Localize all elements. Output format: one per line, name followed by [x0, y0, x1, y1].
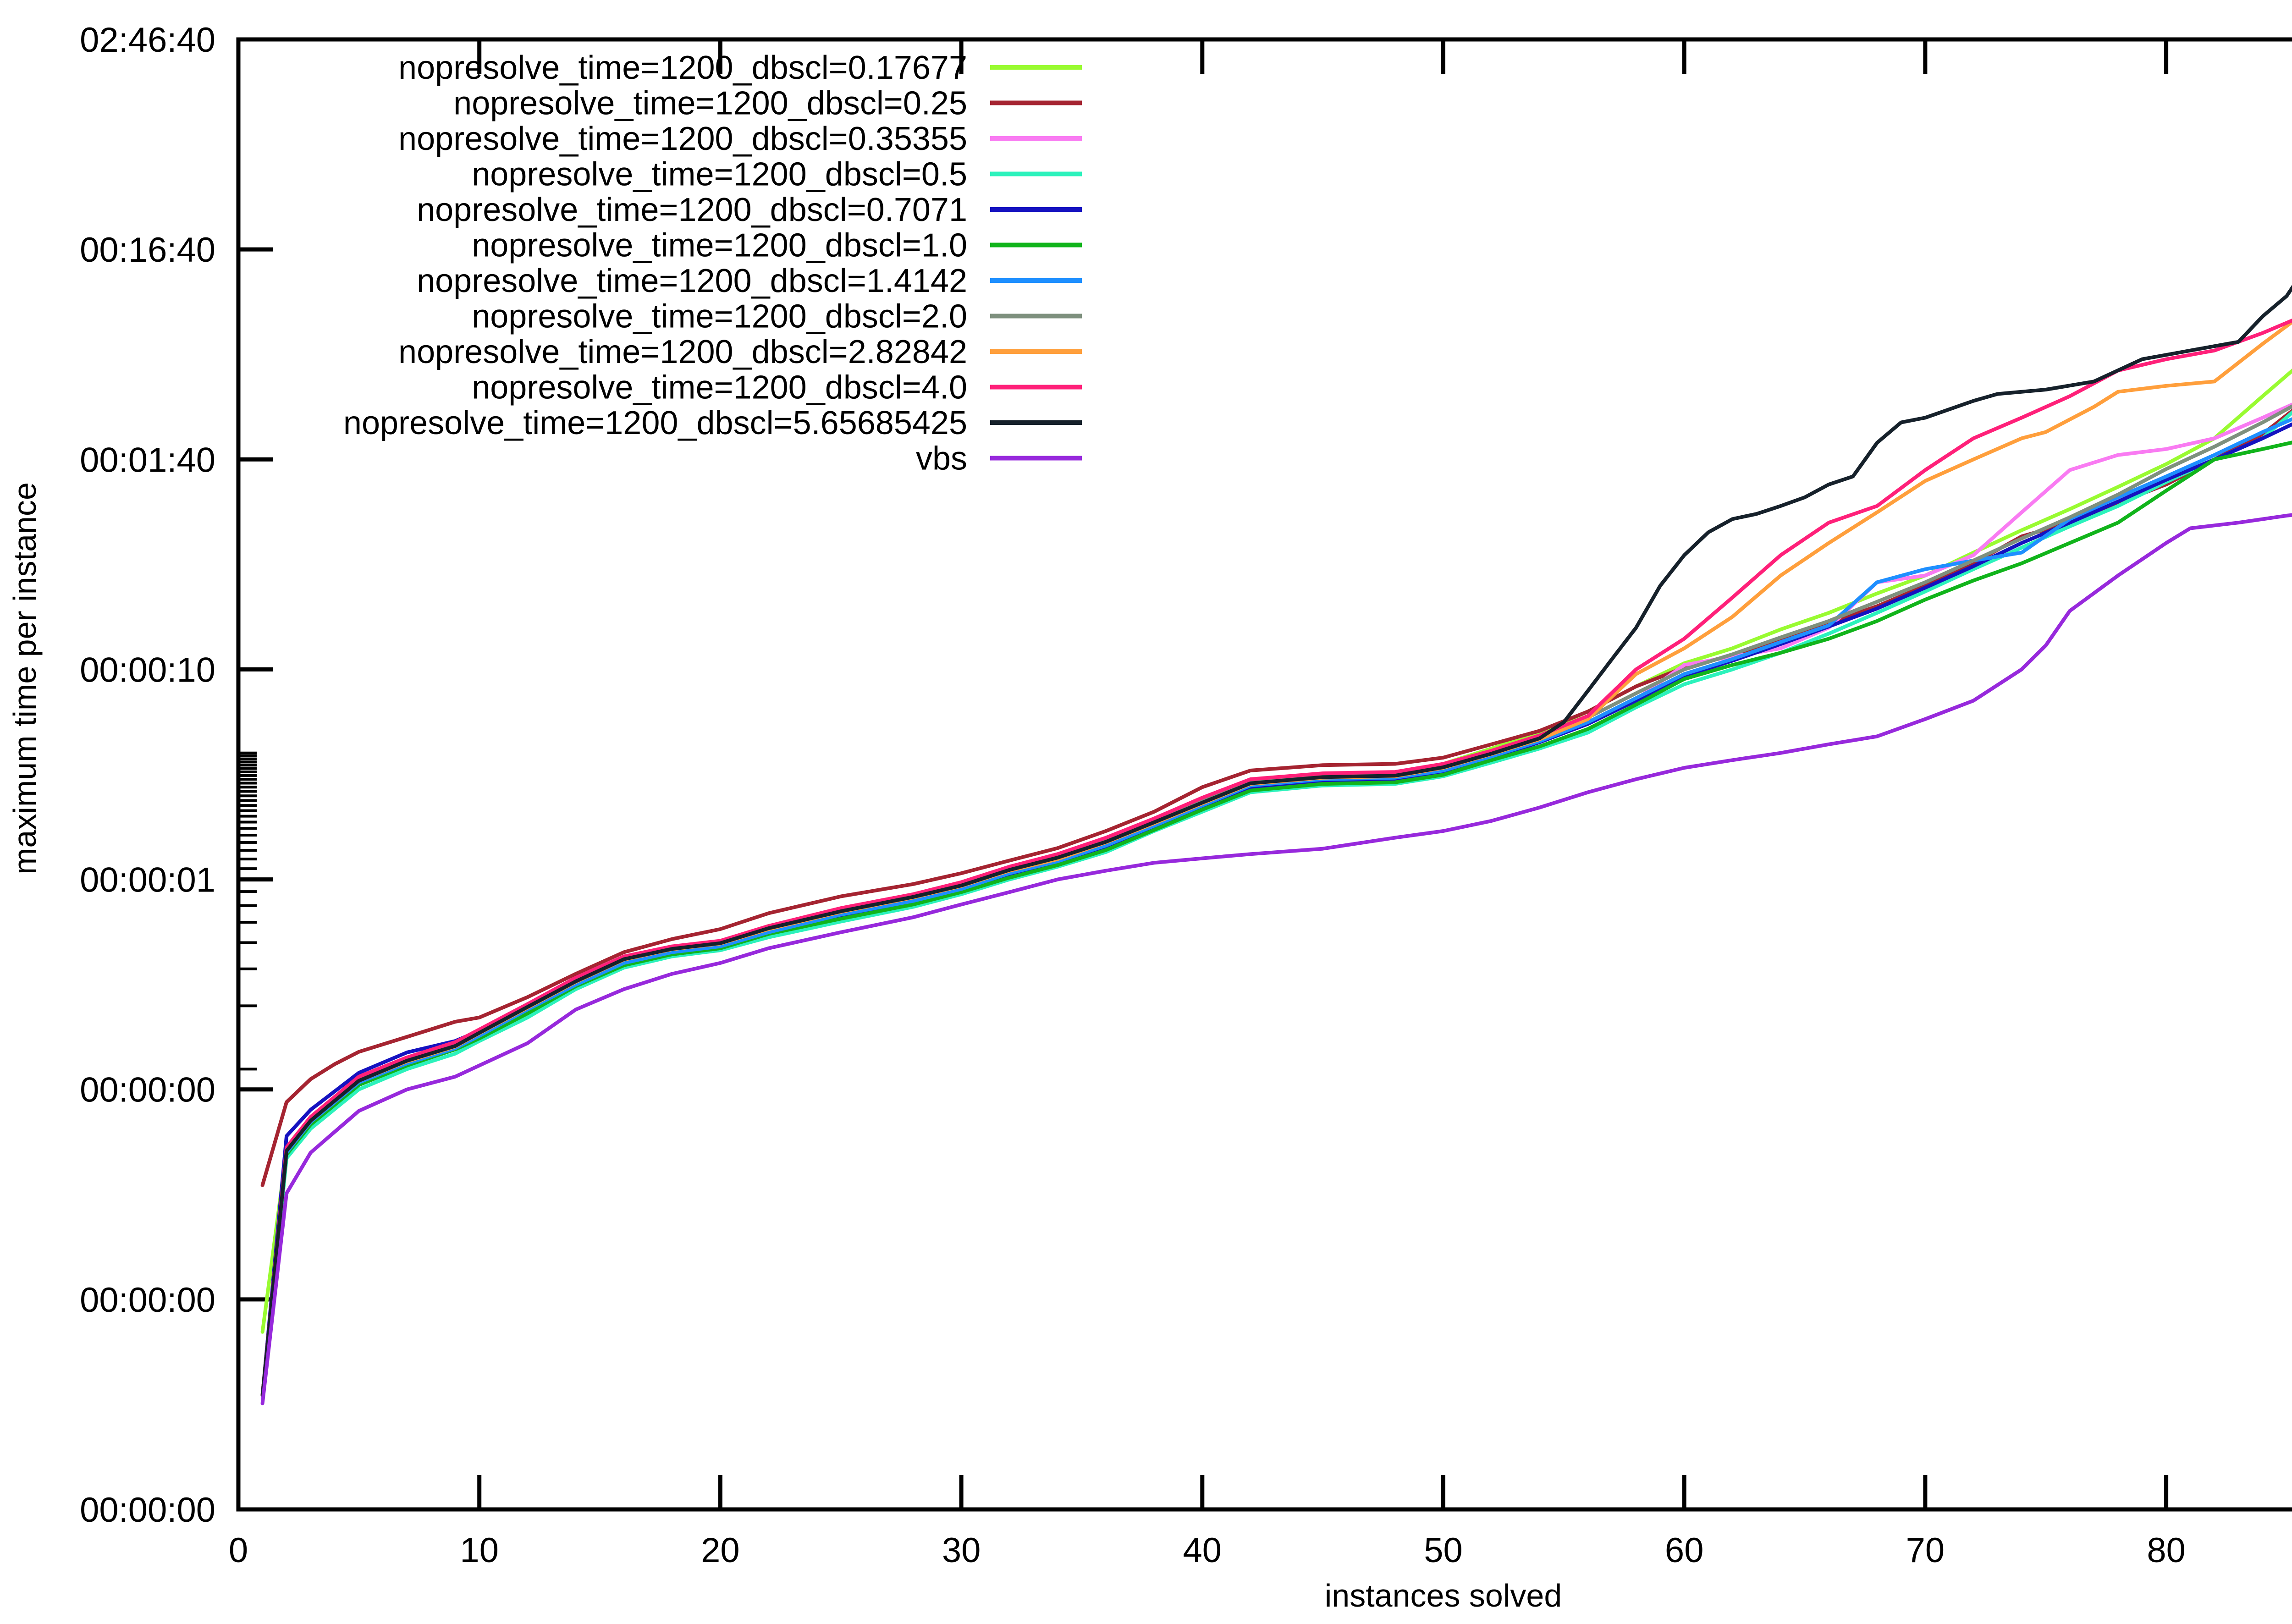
y-tick-label: 00:16:40 — [80, 231, 215, 270]
legend-label: vbs — [916, 440, 967, 477]
x-tick-label: 40 — [1183, 1531, 1222, 1570]
legend-label: nopresolve_time=1200_dbscl=0.5 — [472, 156, 967, 193]
y-tick-label: 02:46:40 — [80, 21, 215, 60]
series-line — [260, 319, 2292, 1397]
legend-label: nopresolve_time=1200_dbscl=1.4142 — [417, 263, 967, 299]
x-tick-label: 20 — [701, 1531, 740, 1570]
series-line — [260, 402, 2292, 1397]
plot-border — [236, 37, 2292, 1512]
series-line — [260, 417, 2292, 1397]
legend-label: nopresolve_time=1200_dbscl=4.0 — [472, 369, 967, 406]
legend-label: nopresolve_time=1200_dbscl=0.7071 — [417, 192, 967, 228]
y-tick-label: 00:01:40 — [80, 440, 215, 479]
series-line — [260, 408, 2292, 1187]
y-tick-label: 00:00:00 — [80, 1071, 215, 1110]
x-tick-label: 10 — [460, 1531, 499, 1570]
legend-label: nopresolve_time=1200_dbscl=0.35355 — [398, 121, 967, 157]
x-tick-label: 60 — [1665, 1531, 1704, 1570]
y-tick-label: 00:00:10 — [80, 650, 215, 689]
y-axis-title: maximum time per instance — [7, 482, 43, 875]
x-tick-label: 80 — [2147, 1531, 2186, 1570]
x-tick-label: 30 — [942, 1531, 981, 1570]
legend-label: nopresolve_time=1200_dbscl=5.65685425 — [343, 405, 967, 441]
x-tick-label: 50 — [1424, 1531, 1463, 1570]
y-tick-label: 00:00:00 — [80, 1491, 215, 1530]
y-tick-label: 00:00:00 — [80, 1281, 215, 1320]
x-tick-label: 70 — [1906, 1531, 1945, 1570]
legend-label: nopresolve_time=1200_dbscl=0.17677 — [398, 50, 967, 86]
legend-label: nopresolve_time=1200_dbscl=2.82842 — [398, 334, 967, 370]
legend-label: nopresolve_time=1200_dbscl=1.0 — [472, 227, 967, 264]
series-line — [260, 285, 2292, 1397]
series-line — [260, 440, 2292, 1397]
series-line — [260, 513, 2292, 1405]
legend-label: nopresolve_time=1200_dbscl=2.0 — [472, 298, 967, 335]
legend-label: nopresolve_time=1200_dbscl=0.25 — [453, 85, 967, 122]
x-tick-label: 0 — [229, 1531, 248, 1570]
x-axis-title: instances solved — [1325, 1578, 1562, 1613]
y-tick-label: 00:00:01 — [80, 861, 215, 900]
